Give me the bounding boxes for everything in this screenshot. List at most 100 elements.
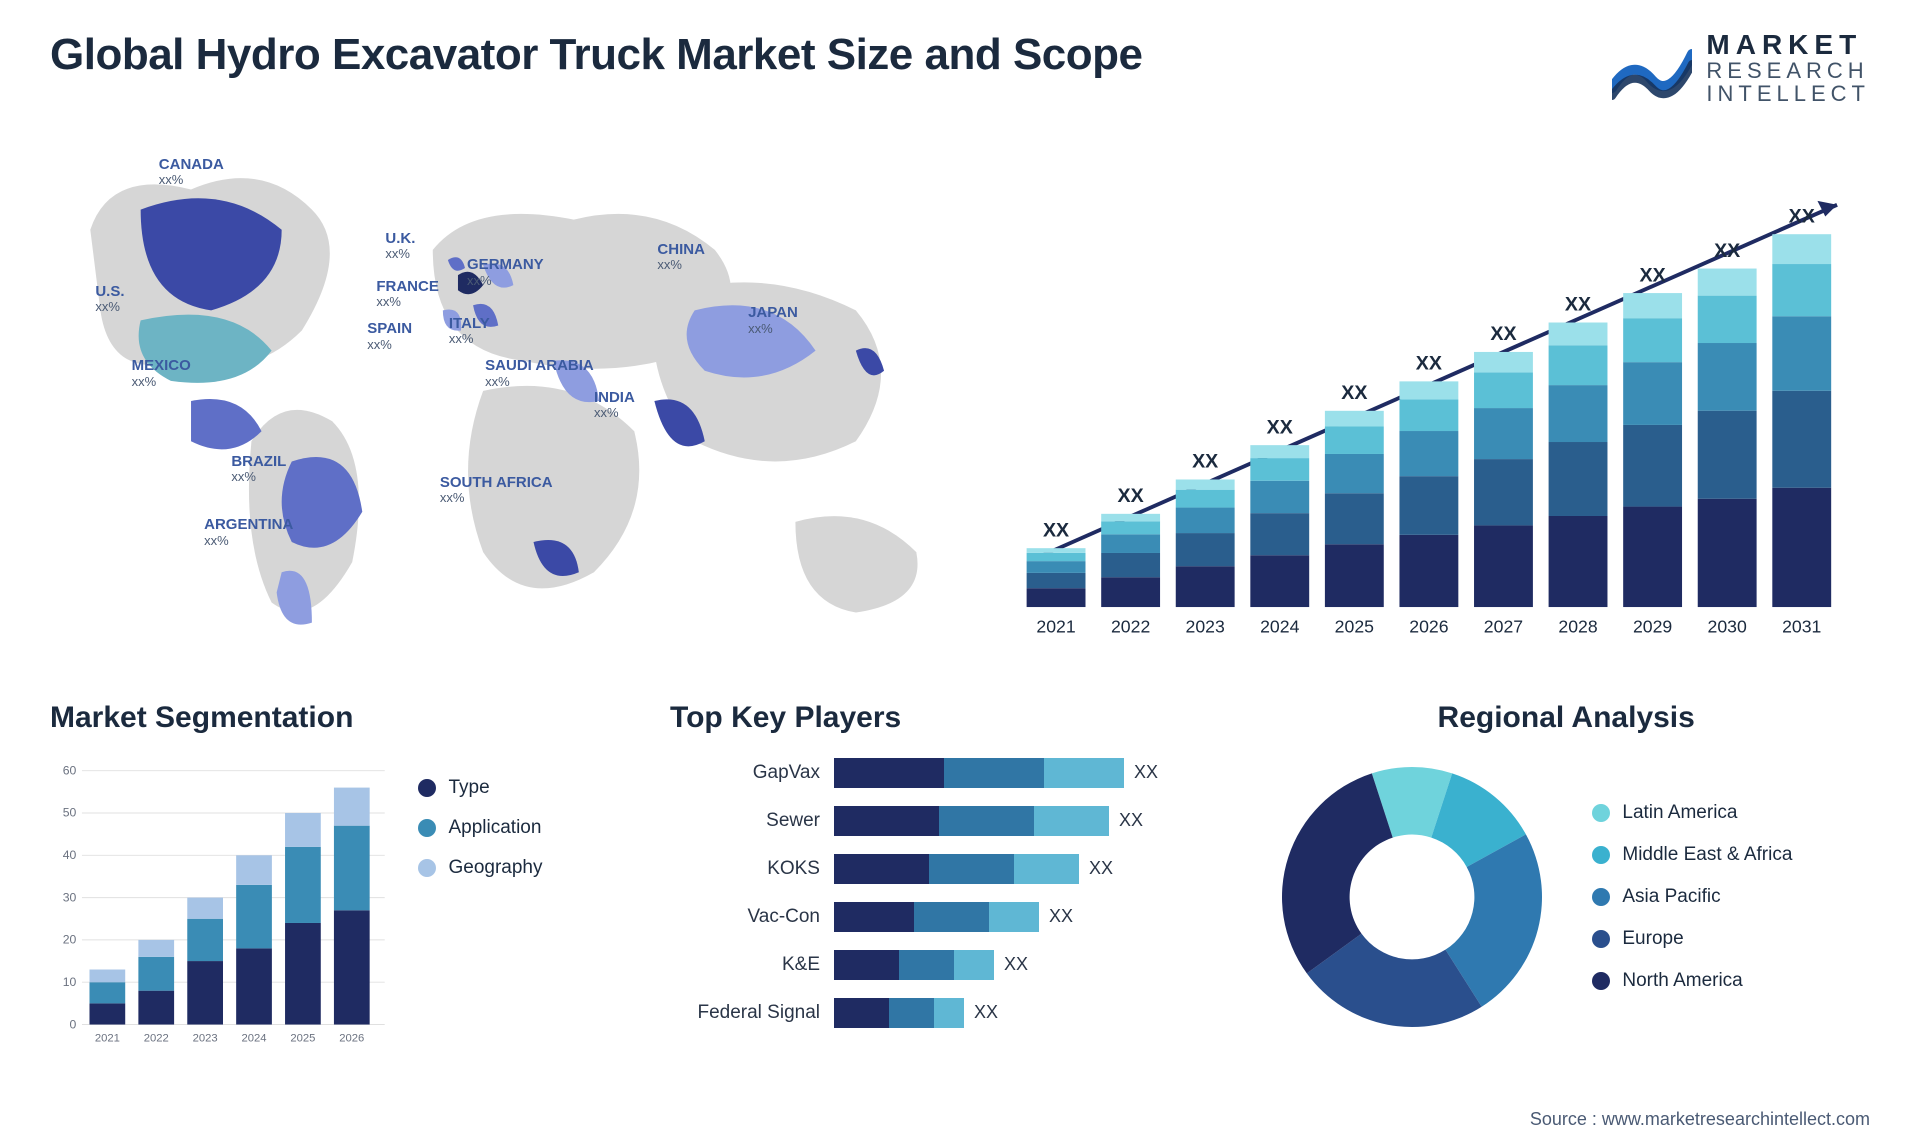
source-attribution: Source : www.marketresearchintellect.com xyxy=(1530,1109,1870,1130)
svg-text:XX: XX xyxy=(1639,264,1665,286)
svg-text:2025: 2025 xyxy=(290,1032,315,1044)
svg-text:2021: 2021 xyxy=(1036,616,1075,636)
player-label: Sewer xyxy=(670,810,820,832)
regional-legend: Latin America Middle East & Africa Asia Pa… xyxy=(1592,802,1870,992)
segmentation-legend-item: Geography xyxy=(418,857,630,879)
svg-text:2025: 2025 xyxy=(1334,616,1373,636)
segmentation-legend-item: Application xyxy=(418,817,630,839)
svg-text:2027: 2027 xyxy=(1483,616,1522,636)
segmentation-chart: 0102030405060202120222023202420252026 xyxy=(50,747,388,1067)
svg-text:XX: XX xyxy=(1266,416,1292,438)
map-label-germany: GERMANYxx% xyxy=(467,257,544,288)
player-label: Vac-Con xyxy=(670,906,820,928)
svg-text:2022: 2022 xyxy=(1111,616,1150,636)
segmentation-legend-label: Application xyxy=(448,817,541,839)
svg-text:XX: XX xyxy=(1192,450,1218,472)
map-label-italy: ITALYxx% xyxy=(449,316,490,347)
regional-legend-label: Europe xyxy=(1622,928,1683,950)
player-bar xyxy=(834,998,964,1028)
svg-text:XX: XX xyxy=(1788,205,1814,227)
logo-text-1: MARKET xyxy=(1706,30,1870,59)
player-value: XX xyxy=(1119,810,1143,831)
map-label-canada: CANADAxx% xyxy=(159,157,224,188)
page-title: Global Hydro Excavator Truck Market Size… xyxy=(50,30,1143,80)
map-label-south-africa: SOUTH AFRICAxx% xyxy=(440,475,553,506)
map-label-mexico: MEXICOxx% xyxy=(132,358,191,389)
regional-legend-item: Europe xyxy=(1592,928,1870,950)
svg-text:60: 60 xyxy=(63,763,77,777)
map-label-argentina: ARGENTINAxx% xyxy=(204,517,293,548)
svg-text:2030: 2030 xyxy=(1707,616,1746,636)
regional-legend-item: Latin America xyxy=(1592,802,1870,824)
player-value: XX xyxy=(1089,858,1113,879)
logo-text-2: RESEARCH xyxy=(1706,59,1870,82)
svg-text:XX: XX xyxy=(1117,485,1143,507)
regional-legend-label: North America xyxy=(1622,970,1742,992)
regional-legend-label: Latin America xyxy=(1622,802,1737,824)
segmentation-legend-label: Type xyxy=(448,777,489,799)
player-row: Federal Signal XX xyxy=(670,993,1222,1033)
svg-text:XX: XX xyxy=(1490,323,1516,345)
player-label: GapVax xyxy=(670,762,820,784)
svg-text:XX: XX xyxy=(1565,293,1591,315)
players-chart: GapVaxXXSewerXXKOKSXXVac-ConXXK&EXXFeder… xyxy=(670,747,1222,1033)
svg-text:XX: XX xyxy=(1415,352,1441,374)
svg-text:XX: XX xyxy=(1714,239,1740,261)
svg-text:2026: 2026 xyxy=(339,1032,364,1044)
map-label-china: CHINAxx% xyxy=(657,242,705,273)
svg-text:2031: 2031 xyxy=(1782,616,1821,636)
svg-text:XX: XX xyxy=(1043,519,1069,541)
svg-text:2023: 2023 xyxy=(193,1032,218,1044)
brand-logo: MARKET RESEARCH INTELLECT xyxy=(1612,30,1870,106)
segmentation-legend-label: Geography xyxy=(448,857,542,879)
map-label-u-s-: U.S.xx% xyxy=(95,284,124,315)
svg-text:30: 30 xyxy=(63,890,77,904)
player-value: XX xyxy=(1004,954,1028,975)
player-value: XX xyxy=(1134,762,1158,783)
regional-legend-label: Middle East & Africa xyxy=(1622,844,1792,866)
player-bar xyxy=(834,950,994,980)
world-map: CANADAxx% U.S.xx% MEXICOxx% BRAZILxx% ARGENT… xyxy=(50,136,957,666)
svg-text:2024: 2024 xyxy=(1260,616,1299,636)
regional-donut xyxy=(1262,747,1562,1047)
map-label-brazil: BRAZILxx% xyxy=(231,454,286,485)
svg-text:10: 10 xyxy=(63,975,77,989)
svg-text:2022: 2022 xyxy=(144,1032,169,1044)
player-bar xyxy=(834,758,1124,788)
svg-text:2021: 2021 xyxy=(95,1032,120,1044)
svg-text:2029: 2029 xyxy=(1633,616,1672,636)
map-label-spain: SPAINxx% xyxy=(367,321,412,352)
growth-chart: XX 2021 XX 2022 XX 2023 XX 2024 XX 2025 XX 2026 XX 20… xyxy=(1007,136,1870,666)
svg-text:40: 40 xyxy=(63,848,77,862)
player-label: Federal Signal xyxy=(670,1002,820,1024)
regional-legend-item: North America xyxy=(1592,970,1870,992)
regional-legend-item: Middle East & Africa xyxy=(1592,844,1870,866)
map-label-india: INDIAxx% xyxy=(594,390,635,421)
player-bar xyxy=(834,902,1039,932)
svg-text:2028: 2028 xyxy=(1558,616,1597,636)
svg-text:0: 0 xyxy=(70,1017,77,1031)
player-bar xyxy=(834,854,1079,884)
player-row: Sewer XX xyxy=(670,801,1222,841)
segmentation-legend-item: Type xyxy=(418,777,630,799)
logo-text-3: INTELLECT xyxy=(1706,82,1870,105)
svg-text:2026: 2026 xyxy=(1409,616,1448,636)
player-label: K&E xyxy=(670,954,820,976)
svg-text:20: 20 xyxy=(63,932,77,946)
player-row: GapVax XX xyxy=(670,753,1222,793)
brand-logo-icon xyxy=(1612,36,1692,100)
player-label: KOKS xyxy=(670,858,820,880)
svg-text:50: 50 xyxy=(63,805,77,819)
player-value: XX xyxy=(974,1002,998,1023)
svg-text:2023: 2023 xyxy=(1185,616,1224,636)
regional-title: Regional Analysis xyxy=(1262,701,1870,735)
segmentation-title: Market Segmentation xyxy=(50,701,630,735)
players-title: Top Key Players xyxy=(670,701,1222,735)
player-row: K&E XX xyxy=(670,945,1222,985)
map-label-u-k-: U.K.xx% xyxy=(385,231,415,262)
map-label-france: FRANCExx% xyxy=(376,279,439,310)
map-label-saudi-arabia: SAUDI ARABIAxx% xyxy=(485,358,594,389)
player-row: KOKS XX xyxy=(670,849,1222,889)
player-bar xyxy=(834,806,1109,836)
regional-legend-item: Asia Pacific xyxy=(1592,886,1870,908)
